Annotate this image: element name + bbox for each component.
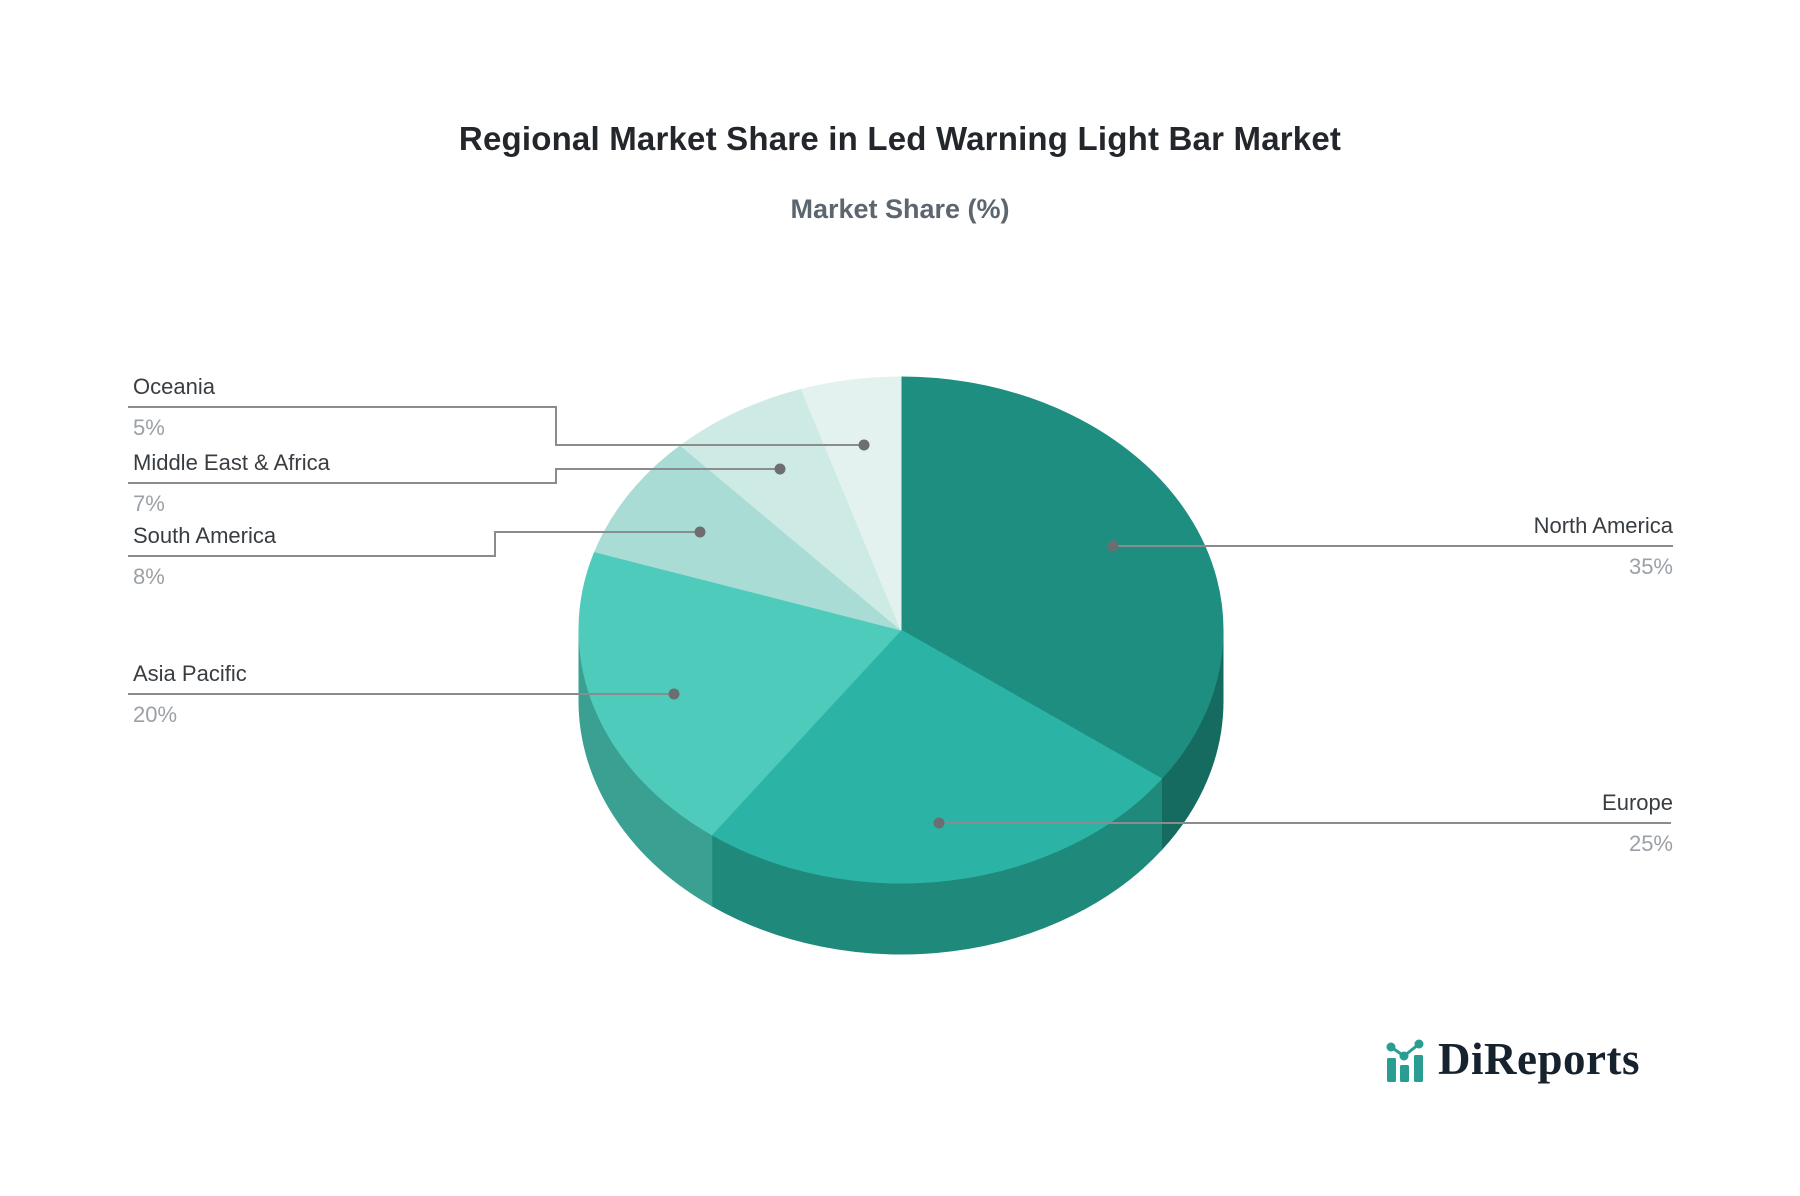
- pie-slice-asia-pacific[interactable]: [578, 551, 902, 836]
- pie-slice-middle-east-africa[interactable]: [679, 388, 902, 631]
- chart-subtitle: Market Share (%): [790, 194, 1010, 224]
- pie-slice-north-america[interactable]: [900, 376, 1224, 780]
- chart-title: Regional Market Share in Led Warning Lig…: [458, 120, 1342, 157]
- leader-dot-asia-pacific: [668, 688, 680, 700]
- label-south-america: South America: [133, 523, 277, 548]
- pie-slice-europe[interactable]: [710, 629, 1163, 884]
- label-europe: Europe: [1602, 790, 1673, 815]
- label-asia-pacific: Asia Pacific: [133, 661, 247, 686]
- value-south-america: 8%: [133, 564, 165, 589]
- label-middle-east-africa: Middle East & Africa: [133, 450, 330, 475]
- value-asia-pacific: 20%: [133, 702, 178, 727]
- bar-chart-icon: [1386, 1039, 1424, 1082]
- leader-line-middle-east-africa: [128, 468, 780, 484]
- leader-dot-north-america: [1107, 540, 1119, 552]
- leader-dot-europe: [933, 817, 945, 829]
- leader-line-south-america: [128, 531, 700, 557]
- direports-logo: DiReports: [1385, 1034, 1640, 1082]
- value-middle-east-africa: 7%: [133, 491, 165, 516]
- value-europe: 25%: [1628, 831, 1673, 856]
- direports-logo-text: DiReports: [1438, 1034, 1640, 1084]
- label-oceania: Oceania: [133, 374, 215, 399]
- leader-dot-south-america: [694, 526, 706, 538]
- value-oceania: 5%: [133, 415, 165, 440]
- pie-slice-oceania[interactable]: [800, 376, 902, 631]
- leader-line-oceania: [128, 406, 864, 446]
- leader-dot-oceania: [858, 439, 870, 451]
- value-north-america: 35%: [1628, 554, 1673, 579]
- label-north-america: North America: [1533, 513, 1673, 538]
- leader-dot-middle-east-africa: [774, 463, 786, 475]
- pie-slice-south-america[interactable]: [594, 444, 902, 631]
